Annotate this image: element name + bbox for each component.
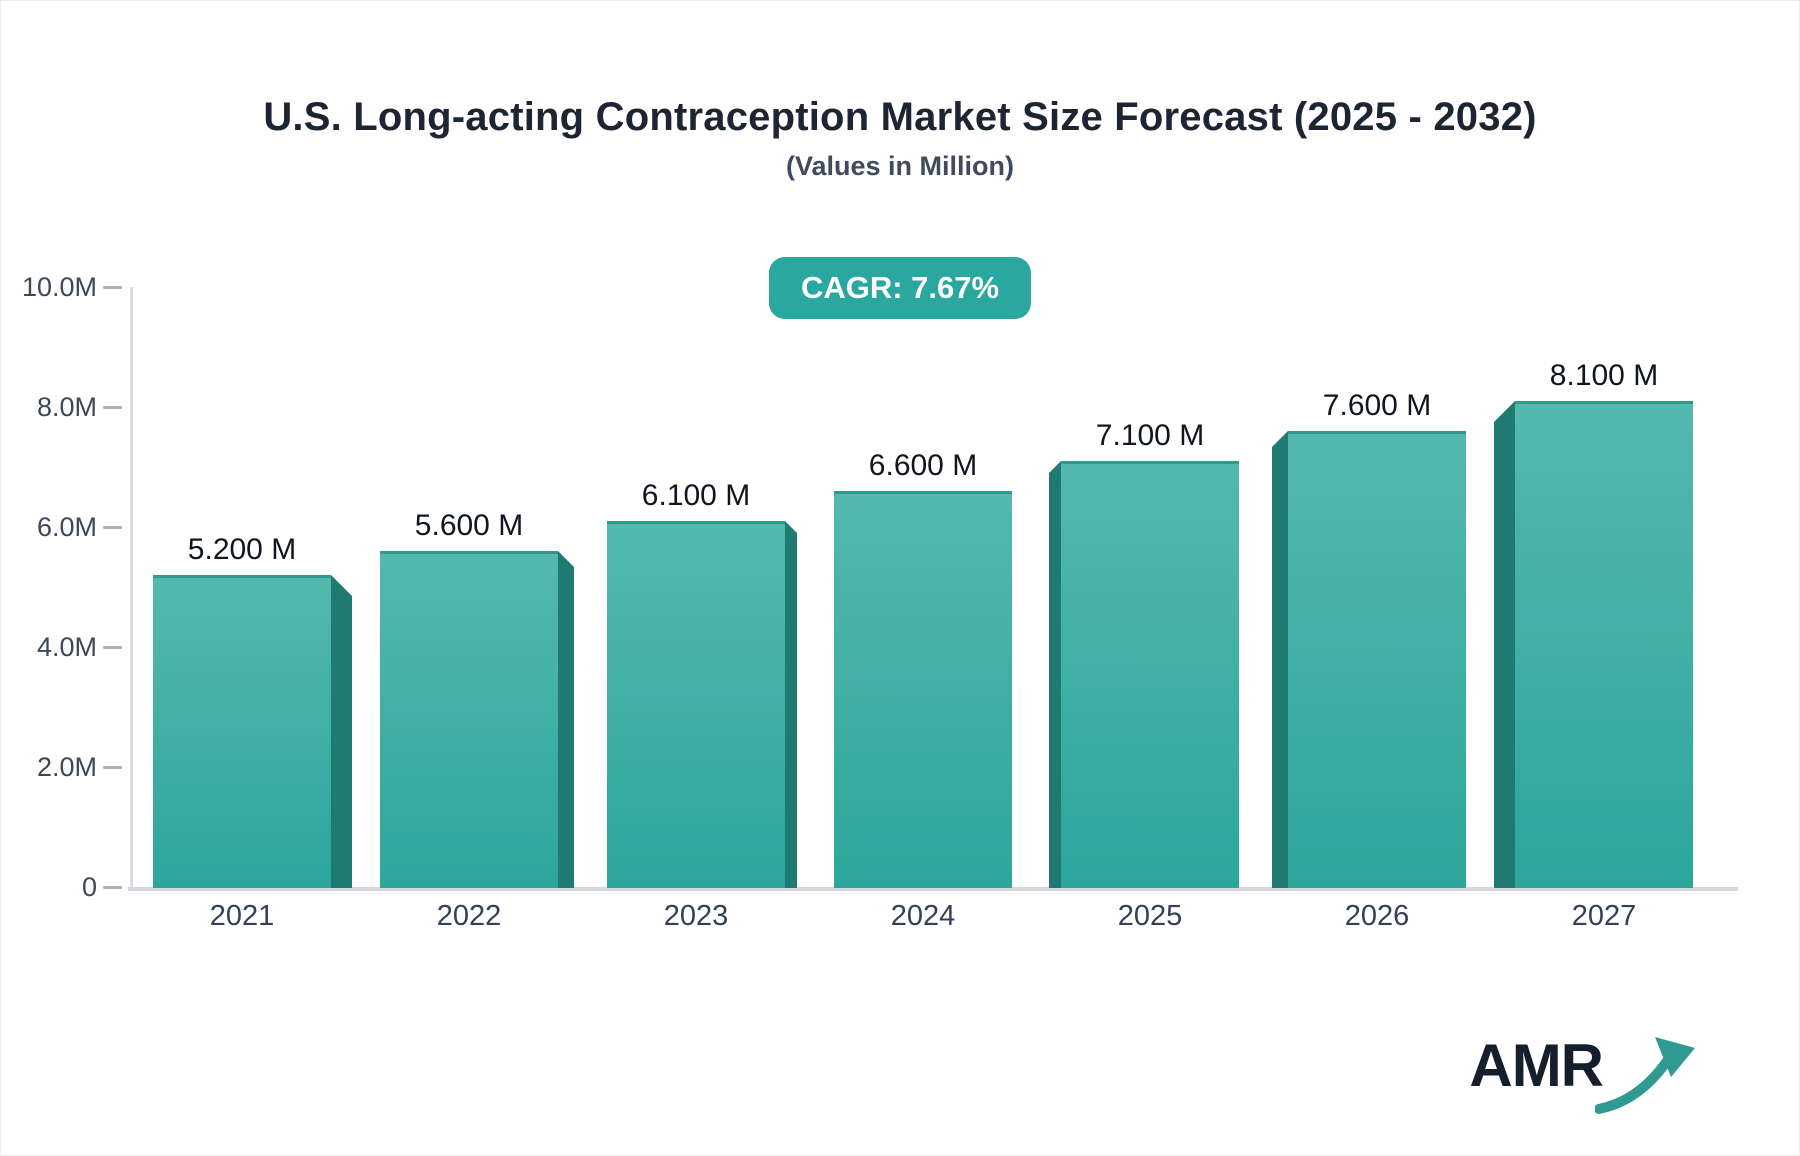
y-axis-tick-label: 2.0M — [36, 752, 97, 782]
bar-side-face — [1049, 461, 1061, 888]
y-axis-line — [130, 287, 133, 888]
y-axis-tick — [103, 645, 122, 649]
bar-2021 — [153, 575, 331, 888]
bar-value-label: 7.100 M — [1095, 419, 1205, 452]
y-axis-tick-label: 6.0M — [36, 512, 97, 542]
x-axis-label-2022: 2022 — [436, 900, 502, 932]
y-axis-tick — [103, 405, 122, 409]
x-axis-label-2026: 2026 — [1344, 900, 1410, 932]
x-axis-label-2021: 2021 — [209, 900, 275, 932]
bar-2026 — [1288, 431, 1466, 888]
bar-value-label: 5.200 M — [187, 533, 297, 566]
bar-2024 — [834, 491, 1012, 888]
x-axis-label-2024: 2024 — [890, 900, 956, 932]
x-axis-line — [128, 887, 1738, 891]
chart-subtitle: (Values in Million) — [785, 151, 1015, 181]
y-axis-tick — [103, 525, 122, 529]
logo-text: AMR — [1469, 1032, 1604, 1099]
bar-2027 — [1515, 401, 1693, 888]
amr-logo: AMR — [1469, 1031, 1699, 1117]
bar-value-label: 7.600 M — [1322, 389, 1432, 422]
bar-value-label: 5.600 M — [414, 509, 524, 542]
bar-side-face — [1494, 401, 1515, 888]
x-axis-label-2025: 2025 — [1117, 900, 1183, 932]
y-axis-tick-label: 0 — [81, 872, 97, 902]
bar-value-label: 8.100 M — [1549, 359, 1659, 392]
bar-side-face — [558, 551, 574, 888]
bar-value-label: 6.100 M — [641, 479, 751, 512]
bar-side-face — [785, 521, 797, 888]
cagr-badge: CAGR: 7.67% — [768, 257, 1032, 319]
logo-arrow-icon — [1595, 1037, 1695, 1114]
y-axis-tick — [103, 765, 122, 769]
bar-side-face — [1272, 431, 1288, 888]
y-axis-tick-label: 10.0M — [21, 272, 97, 302]
x-axis-label-2023: 2023 — [663, 900, 729, 932]
y-axis-tick — [103, 285, 122, 289]
y-axis-tick-label: 4.0M — [36, 632, 97, 662]
y-axis-tick-label: 8.0M — [36, 392, 97, 422]
bar-2022 — [380, 551, 558, 888]
y-axis-tick — [103, 885, 122, 889]
bar-2025 — [1061, 461, 1239, 888]
bar-value-label: 6.600 M — [868, 449, 978, 482]
x-axis-label-2027: 2027 — [1571, 900, 1637, 932]
bar-2023 — [607, 521, 785, 888]
chart-title: U.S. Long-acting Contraception Market Si… — [263, 95, 1537, 139]
bar-side-face — [331, 575, 352, 888]
